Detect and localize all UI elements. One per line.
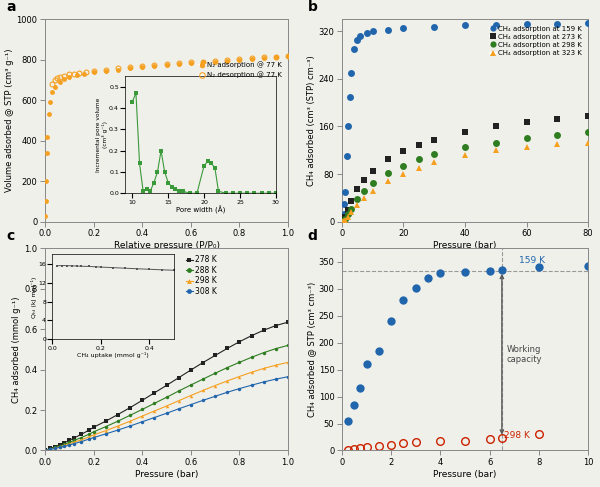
Text: 298 K: 298 K — [505, 431, 530, 440]
Text: d: d — [308, 229, 317, 244]
Y-axis label: CH₄ adsorbed @ STP (cm³ cm⁻³): CH₄ adsorbed @ STP (cm³ cm⁻³) — [307, 282, 316, 417]
X-axis label: Pressure (bar): Pressure (bar) — [433, 470, 497, 479]
Text: 159 K: 159 K — [519, 256, 545, 264]
X-axis label: Pressure (bar): Pressure (bar) — [433, 241, 497, 250]
Text: a: a — [6, 0, 16, 15]
Y-axis label: Volume adsorbed @ STP (cm³ g⁻¹): Volume adsorbed @ STP (cm³ g⁻¹) — [5, 49, 14, 192]
Text: c: c — [6, 229, 14, 244]
Y-axis label: CH₄ adsorbed (cm³ (STP) cm⁻³): CH₄ adsorbed (cm³ (STP) cm⁻³) — [307, 55, 316, 186]
X-axis label: Pressure (bar): Pressure (bar) — [135, 470, 198, 479]
Text: b: b — [308, 0, 317, 15]
Legend: CH₄ adsorption at 159 K, CH₄ adsorption at 273 K, CH₄ adsorption at 298 K, CH₄ a: CH₄ adsorption at 159 K, CH₄ adsorption … — [487, 23, 584, 59]
Legend: 278 K, 288 K, 298 K, 308 K: 278 K, 288 K, 298 K, 308 K — [182, 252, 220, 299]
X-axis label: Relative pressure (P/P₀): Relative pressure (P/P₀) — [113, 241, 220, 250]
Y-axis label: CH₄ adsorbed (mmol g⁻¹): CH₄ adsorbed (mmol g⁻¹) — [13, 296, 22, 403]
Legend: N₂ adsorption @ 77 K, N₂ desorption @ 77 K: N₂ adsorption @ 77 K, N₂ desorption @ 77… — [196, 59, 284, 81]
Text: Working
capacity: Working capacity — [507, 345, 542, 364]
